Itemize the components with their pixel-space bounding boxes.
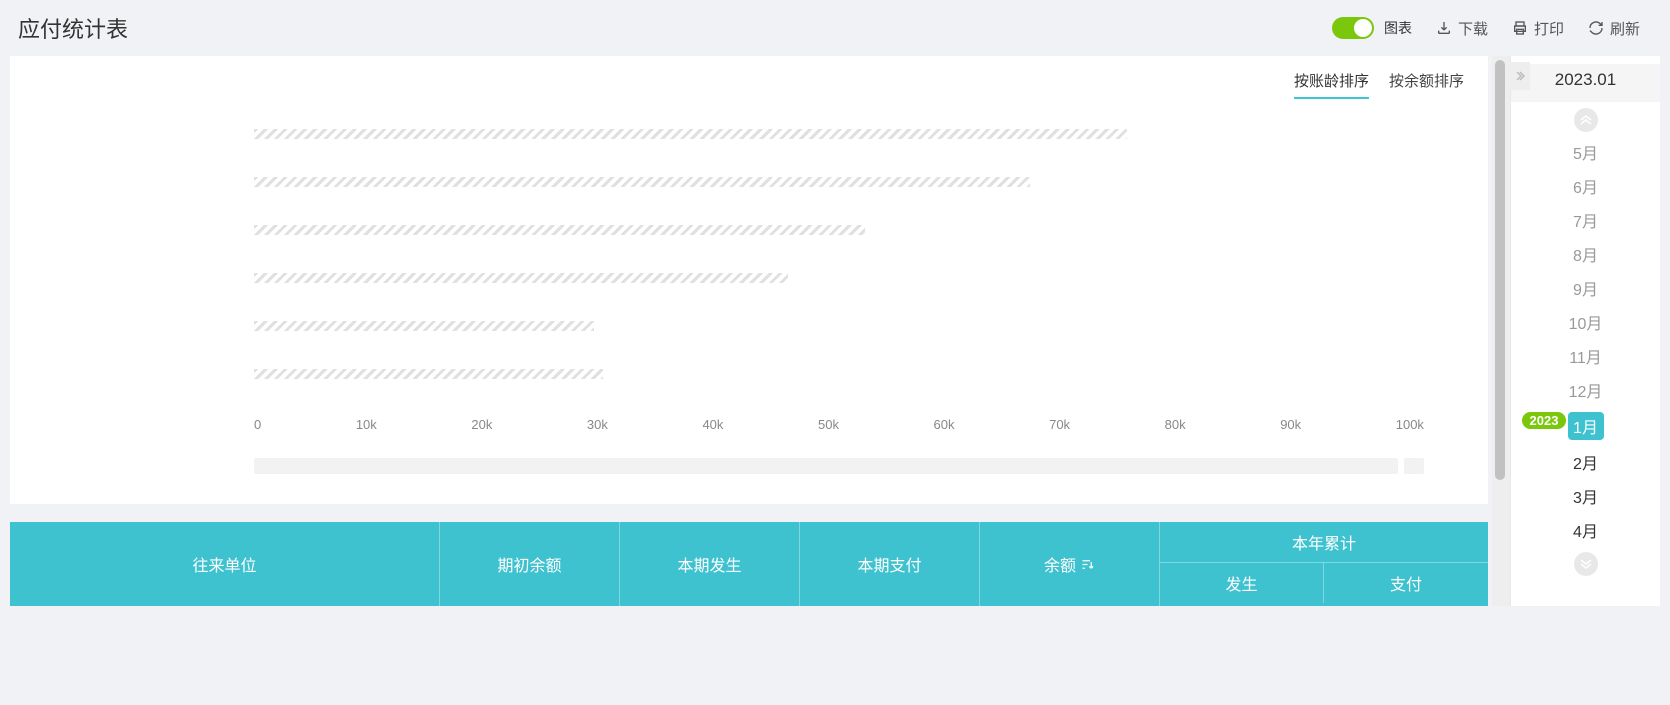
collapse-right-panel-button[interactable] <box>1510 62 1530 90</box>
download-label: 下载 <box>1458 18 1488 39</box>
sort-tabs: 按账龄排序 按余额排序 <box>34 70 1464 99</box>
x-tick: 60k <box>934 417 955 432</box>
x-tick: 100k <box>1396 417 1424 432</box>
x-tick: 30k <box>587 417 608 432</box>
chart-horizontal-scrollbar[interactable] <box>254 458 1424 474</box>
month-item[interactable]: 9月 <box>1573 276 1598 300</box>
scrollbar-handle[interactable] <box>1404 458 1424 474</box>
th-unit[interactable]: 往来单位 <box>10 522 440 606</box>
page-header: 应付统计表 图表 下载 打印 刷新 <box>0 0 1670 56</box>
chart-bar <box>254 273 788 283</box>
month-item[interactable]: 10月 <box>1569 310 1603 334</box>
chart-bar <box>254 321 594 331</box>
download-button[interactable]: 下载 <box>1436 18 1488 39</box>
period-label[interactable]: 2023.01 <box>1511 64 1660 102</box>
month-item[interactable]: 2月 <box>1573 450 1598 474</box>
th-year-total-group: 本年累计 发生 支付 <box>1160 522 1488 606</box>
chevron-down-double-icon <box>1580 559 1592 569</box>
chart-bar <box>254 225 865 235</box>
month-item[interactable]: 1月2023 <box>1568 412 1604 440</box>
chart-panel: 按账龄排序 按余额排序 0 10k 20k 30k 40k 50k 60k 70k 80k 90k… <box>10 56 1488 504</box>
scroll-up-button[interactable] <box>1574 108 1598 132</box>
chart-toggle[interactable] <box>1332 17 1374 39</box>
header-actions: 图表 下载 打印 刷新 <box>1332 17 1640 39</box>
chevron-right-double-icon <box>1515 70 1525 82</box>
chart-bar <box>254 177 1030 187</box>
refresh-button[interactable]: 刷新 <box>1588 18 1640 39</box>
refresh-label: 刷新 <box>1610 18 1640 39</box>
month-item[interactable]: 5月 <box>1573 140 1598 164</box>
chart-bar <box>254 129 1127 139</box>
th-year-total: 本年累计 <box>1160 522 1488 563</box>
x-tick: 10k <box>356 417 377 432</box>
x-tick: 50k <box>818 417 839 432</box>
th-paid[interactable]: 本期支付 <box>800 522 980 606</box>
print-label: 打印 <box>1534 18 1564 39</box>
page-title: 应付统计表 <box>18 12 128 44</box>
month-item[interactable]: 11月 <box>1569 344 1602 368</box>
x-tick: 80k <box>1165 417 1186 432</box>
content-area: 按账龄排序 按余额排序 0 10k 20k 30k 40k 50k 60k 70k 80k 90k… <box>10 56 1488 606</box>
month-item[interactable]: 6月 <box>1573 174 1598 198</box>
table-header: 往来单位 期初余额 本期发生 本期支付 余额 本年累计 发生 支付 <box>10 522 1488 606</box>
refresh-icon <box>1588 20 1604 36</box>
scroll-down-button[interactable] <box>1574 552 1598 576</box>
th-balance[interactable]: 余额 <box>980 522 1160 606</box>
sort-desc-icon <box>1080 557 1095 572</box>
month-item[interactable]: 8月 <box>1573 242 1598 266</box>
th-occurred[interactable]: 本期发生 <box>620 522 800 606</box>
chart-bar <box>254 369 603 379</box>
bar-chart: 0 10k 20k 30k 40k 50k 60k 70k 80k 90k 100k <box>254 129 1424 474</box>
month-list: 5月 6月 7月 8月 9月 10月 11月 12月 1月2023 2月 3月 4月 <box>1568 140 1604 542</box>
scrollbar-track[interactable] <box>254 458 1398 474</box>
chevron-up-double-icon <box>1580 115 1592 125</box>
month-item[interactable]: 3月 <box>1573 484 1598 508</box>
chart-toggle-label: 图表 <box>1384 18 1412 38</box>
th-year-occurred[interactable]: 发生 <box>1160 563 1324 603</box>
x-tick: 0 <box>254 417 261 432</box>
x-tick: 40k <box>702 417 723 432</box>
chart-toggle-group: 图表 <box>1332 17 1412 39</box>
x-axis: 0 10k 20k 30k 40k 50k 60k 70k 80k 90k 100k <box>254 417 1424 432</box>
th-year-paid[interactable]: 支付 <box>1324 563 1488 603</box>
th-balance-label: 余额 <box>1044 552 1076 576</box>
month-item[interactable]: 7月 <box>1573 208 1598 232</box>
month-item[interactable]: 4月 <box>1573 518 1598 542</box>
x-tick: 20k <box>471 417 492 432</box>
tab-sort-by-age[interactable]: 按账龄排序 <box>1294 70 1369 99</box>
x-tick: 90k <box>1280 417 1301 432</box>
x-tick: 70k <box>1049 417 1070 432</box>
month-item[interactable]: 12月 <box>1569 378 1603 402</box>
tab-sort-by-balance[interactable]: 按余额排序 <box>1389 70 1464 99</box>
scrollbar-thumb[interactable] <box>1495 60 1505 480</box>
th-beginning-balance[interactable]: 期初余额 <box>440 522 620 606</box>
print-button[interactable]: 打印 <box>1512 18 1564 39</box>
period-panel: 2023.01 5月 6月 7月 8月 9月 10月 11月 12月 1月2023 2月 3月 4月 <box>1510 56 1660 606</box>
year-badge: 2023 <box>1522 412 1567 429</box>
vertical-scrollbar[interactable] <box>1492 56 1510 606</box>
print-icon <box>1512 20 1528 36</box>
download-icon <box>1436 20 1452 36</box>
